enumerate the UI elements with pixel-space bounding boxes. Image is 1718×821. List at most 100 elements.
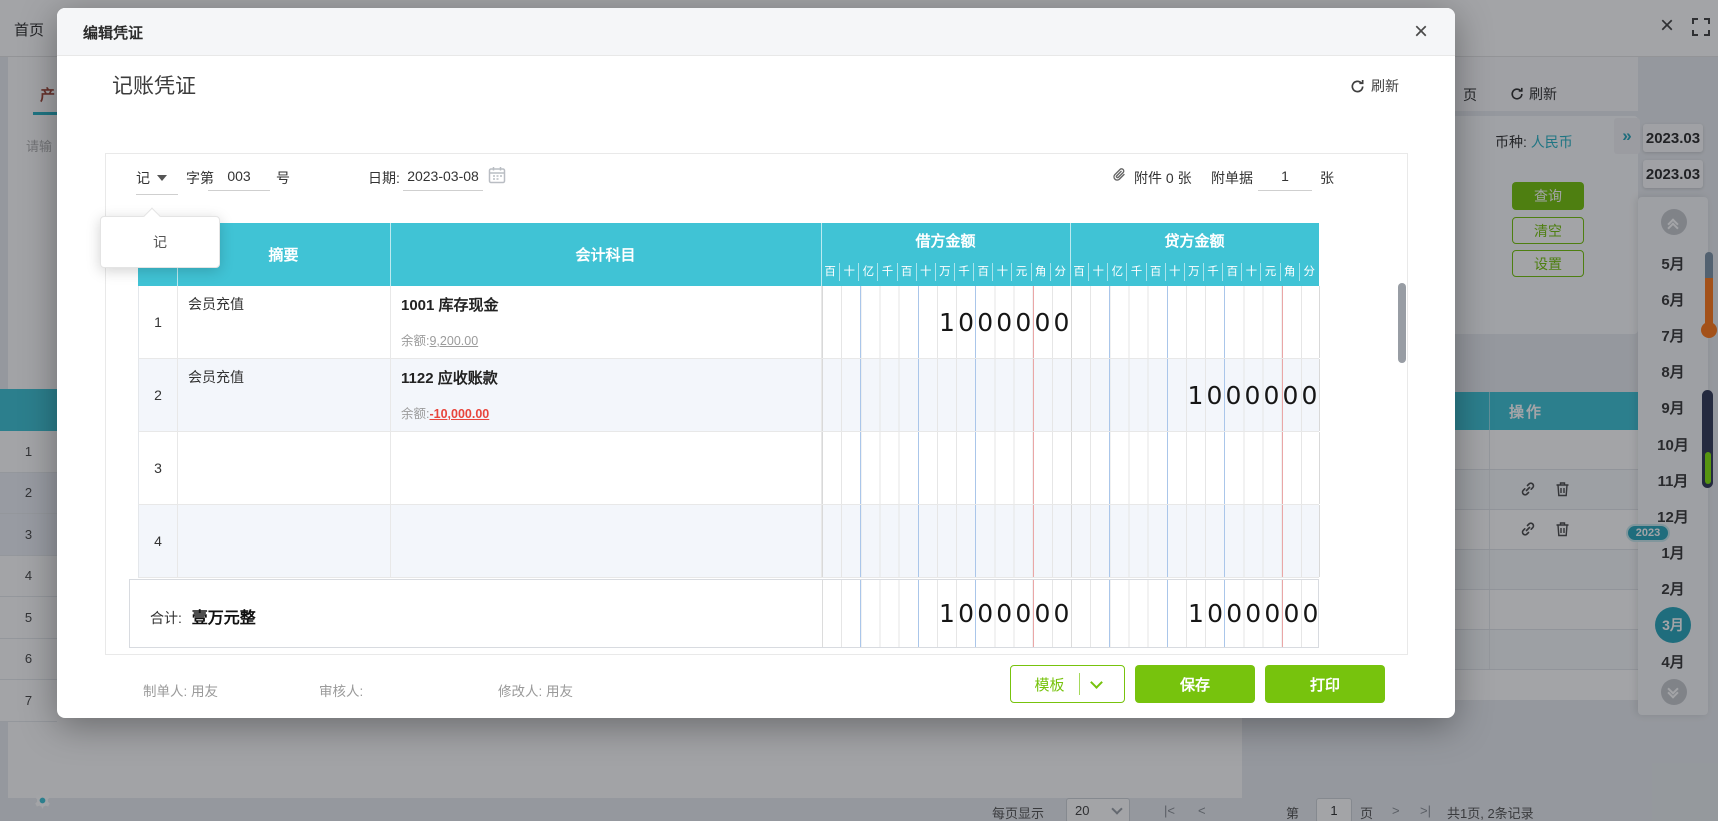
paperclip-icon[interactable] xyxy=(1112,167,1127,183)
per-page-select[interactable]: 20 xyxy=(1066,798,1130,821)
month-item[interactable]: 7月 xyxy=(1661,327,1685,345)
digit-cell: 0 xyxy=(1302,599,1319,628)
month-item[interactable]: 11月 xyxy=(1657,472,1689,490)
close-icon[interactable]: × xyxy=(1413,18,1428,45)
month-item[interactable]: 12月 xyxy=(1657,508,1689,526)
modal-scrollbar-thumb[interactable] xyxy=(1398,283,1406,363)
month-item[interactable]: 5月 xyxy=(1661,255,1685,273)
refresh-button[interactable]: 刷新 xyxy=(1350,76,1399,96)
word-number-label: 字第 xyxy=(186,170,214,186)
attachment-link-icon[interactable] xyxy=(1520,481,1536,497)
month-item[interactable]: 8月 xyxy=(1661,364,1685,382)
digit-cell: 0 xyxy=(958,599,975,628)
table-row[interactable]: 4 xyxy=(0,555,57,597)
clear-button[interactable]: 清空 xyxy=(1512,217,1584,244)
month-item[interactable]: 4月 xyxy=(1661,653,1685,671)
digit-cell: 0 xyxy=(1034,307,1051,337)
digit-cell: 0 xyxy=(1207,599,1224,628)
debit-amount-cell[interactable] xyxy=(822,432,1071,504)
credit-amount-cell[interactable] xyxy=(1071,432,1320,504)
month-item[interactable]: 1月 xyxy=(1661,545,1685,563)
gear-icon[interactable] xyxy=(34,792,51,809)
table-row[interactable]: 1 xyxy=(0,431,57,473)
debit-amount-cell[interactable] xyxy=(822,505,1071,577)
settings-button[interactable]: 设置 xyxy=(1512,250,1584,277)
account-cell[interactable]: 1122 应收账款 余额:-10,000.00 xyxy=(391,359,822,431)
delete-trash-icon[interactable] xyxy=(1555,521,1570,537)
background-table-header-band xyxy=(0,389,57,809)
row-number: 1 xyxy=(139,286,178,358)
first-page-button[interactable]: |< xyxy=(1164,803,1175,818)
background-search-placeholder[interactable]: 请输 xyxy=(26,139,53,154)
window-close-icon[interactable]: × xyxy=(1659,12,1674,39)
background-refresh-button[interactable]: 刷新 xyxy=(1510,84,1557,104)
scrollbar-indicator[interactable] xyxy=(1702,390,1713,488)
save-button[interactable]: 保存 xyxy=(1135,665,1255,703)
account-cell[interactable]: 1001 库存现金 余额:9,200.00 xyxy=(391,286,822,358)
debit-amount-cell[interactable] xyxy=(822,359,1071,431)
account-cell[interactable] xyxy=(391,505,822,577)
date-label: 日期: xyxy=(368,170,400,186)
background-tab-fragment[interactable]: 产 xyxy=(40,87,56,104)
period-box[interactable]: 2023.03 xyxy=(1643,160,1703,188)
fullscreen-icon[interactable] xyxy=(1692,18,1710,36)
balance-value[interactable]: 9,200.00 xyxy=(429,334,479,348)
voucher-word-select[interactable]: 记 xyxy=(136,168,178,195)
page-input[interactable]: 1 xyxy=(1316,798,1352,821)
summary-cell[interactable]: 会员充值 xyxy=(178,359,391,431)
background-row-numbers: 1 2 3 4 5 6 7 xyxy=(0,431,57,722)
month-item-selected[interactable]: 3月 xyxy=(1638,606,1708,643)
template-button[interactable]: 模板 xyxy=(1010,665,1125,703)
table-row[interactable] xyxy=(1402,510,1638,550)
scroll-up-icon[interactable] xyxy=(1661,209,1687,235)
table-row[interactable]: 5 xyxy=(0,597,57,639)
receipts-input[interactable]: 1 xyxy=(1258,168,1312,191)
summary-cell[interactable] xyxy=(178,432,391,504)
delete-trash-icon[interactable] xyxy=(1555,481,1570,497)
unit-cell: 百 xyxy=(1147,263,1166,281)
last-page-button[interactable]: >| xyxy=(1420,803,1431,818)
summary-cell[interactable]: 会员充值 xyxy=(178,286,391,358)
currency-value[interactable]: 人民币 xyxy=(1530,134,1573,150)
period-box[interactable]: 2023.03 xyxy=(1643,124,1703,152)
credit-amount-cell[interactable] xyxy=(1071,505,1320,577)
table-row[interactable] xyxy=(1402,590,1638,630)
unit-cell: 百 xyxy=(898,263,917,281)
date-input[interactable]: 2023-03-08 xyxy=(403,168,483,191)
credit-amount-cell[interactable] xyxy=(1071,286,1320,358)
calendar-icon[interactable] xyxy=(488,166,506,184)
attachment-count[interactable]: 附件 0 张 xyxy=(1134,170,1192,186)
prev-page-button[interactable]: < xyxy=(1198,803,1206,818)
unit-cell: 万 xyxy=(936,263,955,281)
month-item[interactable]: 6月 xyxy=(1661,291,1685,309)
dropdown-option[interactable]: 记 xyxy=(153,234,167,250)
digit-cell: 0 xyxy=(1226,599,1243,628)
digit-cell: 0 xyxy=(1264,599,1281,628)
month-item[interactable]: 10月 xyxy=(1657,436,1689,454)
collapse-panel-icon[interactable]: » xyxy=(1614,118,1640,154)
table-row[interactable] xyxy=(1402,430,1638,470)
nav-home[interactable]: 首页 xyxy=(14,22,45,39)
month-item[interactable]: 9月 xyxy=(1661,400,1685,418)
account-cell[interactable] xyxy=(391,432,822,504)
credit-digit-units: 百十亿千百十万千百十元角分 xyxy=(1070,258,1319,286)
table-row[interactable]: 3 xyxy=(0,514,57,556)
chevron-down-icon[interactable] xyxy=(1089,675,1103,689)
next-page-button[interactable]: > xyxy=(1392,803,1400,818)
table-row[interactable]: 7 xyxy=(0,680,57,722)
summary-cell[interactable] xyxy=(178,505,391,577)
balance-value[interactable]: -10,000.00 xyxy=(429,407,490,421)
attachment-link-icon[interactable] xyxy=(1520,521,1536,537)
table-row[interactable]: 6 xyxy=(0,638,57,680)
table-row[interactable]: 2 xyxy=(0,472,57,514)
voucher-number-input[interactable]: 003 xyxy=(208,168,270,191)
scroll-down-icon[interactable] xyxy=(1661,679,1687,705)
query-button[interactable]: 查询 xyxy=(1512,182,1584,210)
print-button[interactable]: 打印 xyxy=(1265,665,1385,703)
unit-cell: 十 xyxy=(840,263,860,281)
modal-title: 编辑凭证 xyxy=(83,25,144,42)
unit-cell: 百 xyxy=(821,263,841,281)
month-item[interactable]: 2月 xyxy=(1661,581,1685,599)
